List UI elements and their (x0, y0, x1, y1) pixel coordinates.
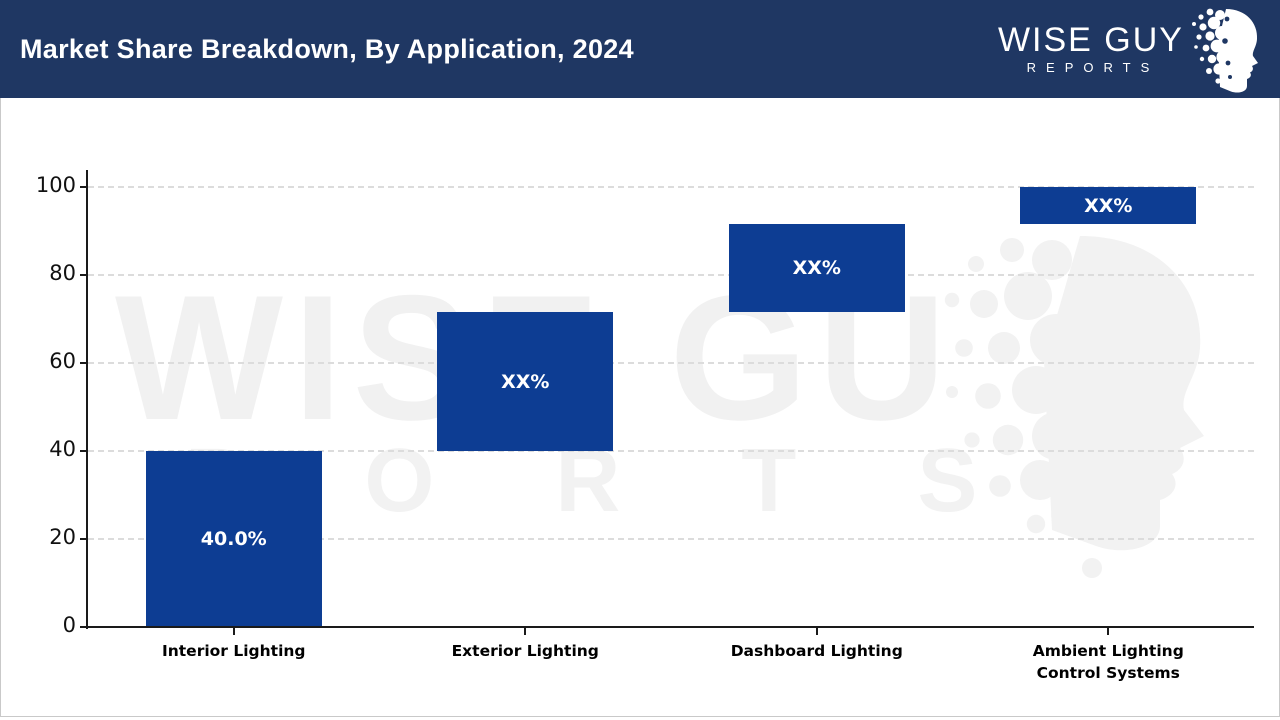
x-axis-category-label: Interior Lighting (161, 642, 306, 660)
gridline (88, 450, 1254, 452)
bar-segment: XX% (1020, 187, 1197, 225)
y-tick-label: 80 (49, 261, 76, 285)
gridline (88, 186, 1254, 188)
x-tick-mark (815, 628, 818, 635)
logo-wordmark: WISE GUY (997, 21, 1184, 60)
header-bar: Market Share Breakdown, By Application, … (0, 0, 1280, 98)
y-tick-mark (80, 626, 88, 628)
page-border-left (0, 98, 1, 717)
y-tick-label: 40 (49, 437, 76, 461)
y-tick-mark (80, 538, 88, 540)
page-border-bottom (0, 716, 1280, 717)
x-axis-category-label: Dashboard Lighting (730, 642, 903, 660)
bar-value-label: XX% (501, 370, 550, 393)
bar-segment: 40.0% (145, 451, 322, 627)
logo-subtitle: REPORTS (1026, 59, 1160, 75)
y-tick-label: 0 (62, 613, 76, 637)
y-tick-mark (80, 274, 88, 276)
bar-segment: XX% (728, 224, 905, 313)
x-axis-category-label: Exterior Lighting (451, 642, 599, 660)
x-tick-mark (524, 628, 527, 635)
watermark-face-icon (944, 236, 1204, 578)
gridline (88, 538, 1254, 540)
y-tick-label: 60 (49, 349, 76, 373)
x-axis-category-label: Ambient Lighting Control Systems (1032, 642, 1184, 683)
wiseguy-face-icon (1192, 8, 1258, 93)
bar-value-label: 40.0% (200, 528, 267, 550)
wiseguy-logo: WISE GUY REPORTS (998, 3, 1266, 95)
y-tick-mark (80, 362, 88, 364)
page-title: Market Share Breakdown, By Application, … (20, 33, 634, 64)
x-tick-mark (232, 628, 235, 635)
bar-value-label: XX% (1084, 194, 1133, 217)
gridline (88, 274, 1254, 276)
y-axis-line (86, 170, 88, 629)
y-tick-label: 20 (49, 525, 76, 549)
gridline (88, 362, 1254, 364)
y-tick-label: 100 (35, 173, 76, 197)
x-tick-mark (1107, 628, 1110, 635)
y-tick-mark (80, 186, 88, 188)
y-tick-mark (80, 450, 88, 452)
x-axis-line (86, 626, 1254, 628)
bar-value-label: XX% (792, 257, 841, 280)
bar-segment: XX% (437, 312, 614, 451)
